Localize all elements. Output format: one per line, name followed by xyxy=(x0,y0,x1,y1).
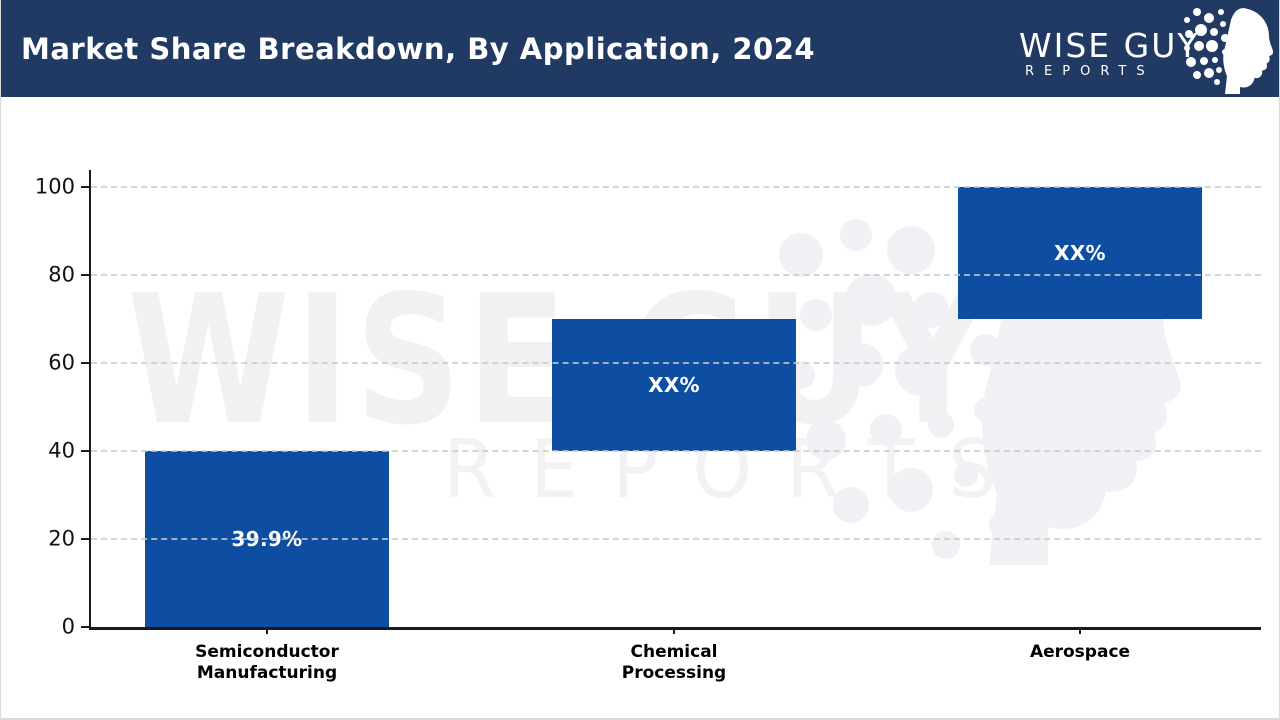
x-category-label-line: Semiconductor xyxy=(195,642,339,662)
x-tick-2 xyxy=(1079,627,1081,634)
y-tick-100 xyxy=(81,186,89,188)
x-category-label-line: Chemical xyxy=(630,642,718,662)
gridline-100 xyxy=(91,186,1261,188)
logo-wordmark: WISE GUY xyxy=(1019,26,1200,65)
x-category-label: Chemical Processing xyxy=(514,642,834,684)
x-category-label: Aerospace xyxy=(920,642,1240,663)
y-tick-0 xyxy=(81,626,89,628)
y-tick-80 xyxy=(81,274,89,276)
y-tick-label: 0 xyxy=(61,614,75,639)
gridline-20 xyxy=(91,538,1261,540)
x-tick-1 xyxy=(673,627,675,634)
plot-area: 0 20 40 60 80 100 39.9% XX% XX% Semiconductor Manu… xyxy=(35,170,1261,683)
x-tick-0 xyxy=(266,627,268,634)
y-tick-label: 100 xyxy=(34,174,75,199)
gridline-60 xyxy=(91,362,1261,364)
x-category-label-line: Aerospace xyxy=(1029,642,1131,662)
gridline-80 xyxy=(91,274,1261,276)
header-banner: Market Share Breakdown, By Application, … xyxy=(1,0,1279,97)
bar-value-label: XX% xyxy=(1054,241,1106,266)
wise-guy-logo: WISE GUY REPORTS xyxy=(1019,4,1273,94)
logo-face-icon xyxy=(1184,8,1273,94)
y-tick-label: 40 xyxy=(48,438,75,463)
y-tick-40 xyxy=(81,450,89,452)
bar-1: XX% xyxy=(552,319,796,452)
y-tick-label: 60 xyxy=(48,350,75,375)
x-category-label-line: Processing xyxy=(621,663,727,683)
y-tick-label: 80 xyxy=(48,262,75,287)
logo-subtext: REPORTS xyxy=(1025,64,1155,79)
bar-2: XX% xyxy=(958,187,1202,320)
x-category-label-line: Manufacturing xyxy=(196,663,338,683)
y-tick-20 xyxy=(81,538,89,540)
y-tick-60 xyxy=(81,362,89,364)
bar-value-label: XX% xyxy=(648,373,700,398)
gridline-40 xyxy=(91,450,1261,452)
page-title: Market Share Breakdown, By Application, … xyxy=(21,31,816,66)
y-tick-label: 20 xyxy=(48,526,75,551)
x-category-label: Semiconductor Manufacturing xyxy=(107,642,427,684)
